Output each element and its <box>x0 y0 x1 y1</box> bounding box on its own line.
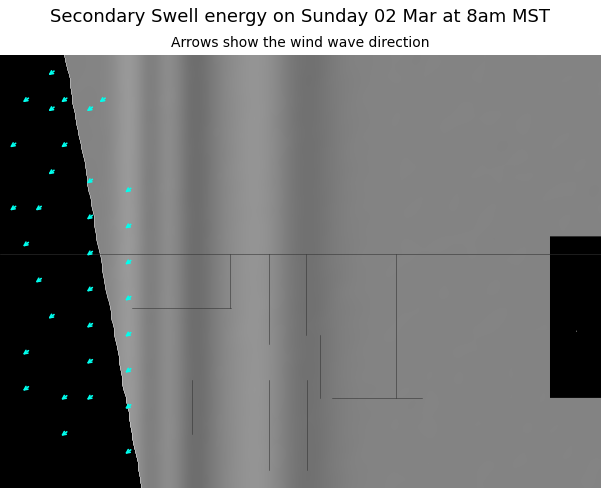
Text: Arrows show the wind wave direction: Arrows show the wind wave direction <box>171 36 430 50</box>
Text: Secondary Swell energy on Sunday 02 Mar at 8am MST: Secondary Swell energy on Sunday 02 Mar … <box>50 7 551 25</box>
